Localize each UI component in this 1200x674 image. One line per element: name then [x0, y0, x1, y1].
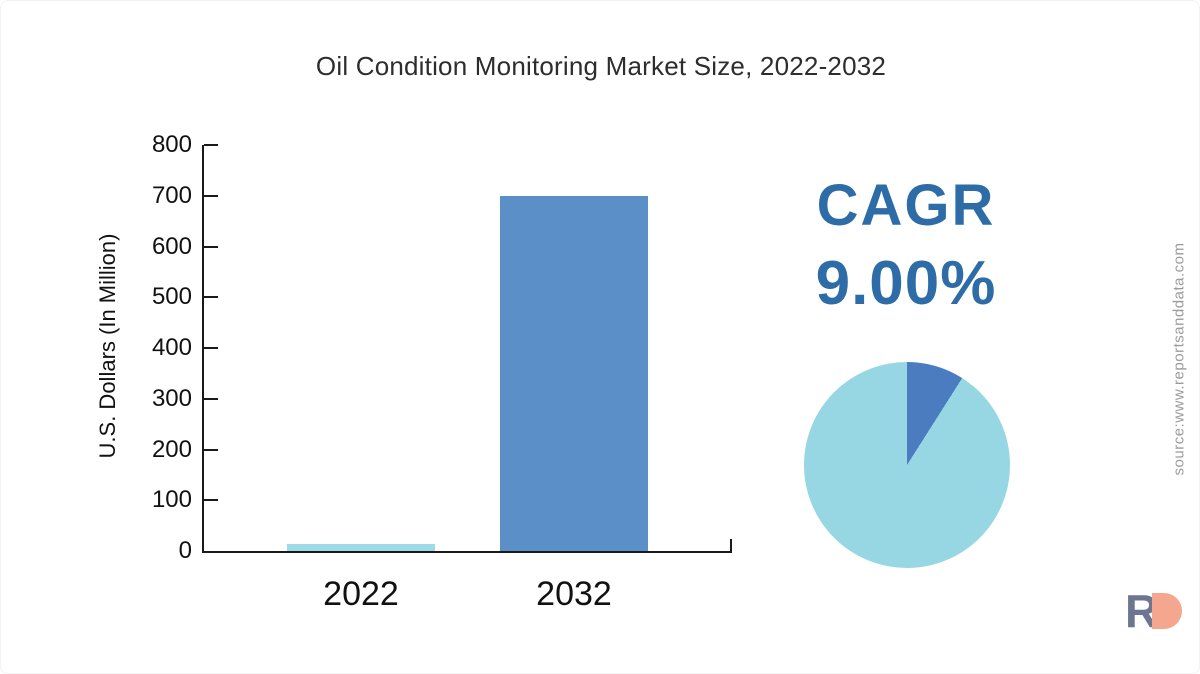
y-tick-label: 700 — [151, 181, 192, 209]
cagr-value: 9.00% — [815, 249, 997, 318]
y-tick-label: 300 — [151, 384, 192, 412]
y-axis-tick — [204, 245, 218, 248]
x-tick-label: 2022 — [323, 575, 399, 613]
y-axis-tick — [204, 397, 218, 400]
y-axis-tick — [204, 194, 218, 197]
bar-2022 — [287, 544, 435, 551]
cagr-block: CAGR 9.00% — [816, 177, 997, 315]
chart-title: Oil Condition Monitoring Market Size, 20… — [315, 51, 887, 81]
y-tick-label: 100 — [151, 486, 192, 514]
y-tick-label: 400 — [151, 334, 192, 361]
x-axis-endcap — [730, 539, 732, 551]
y-axis-tick — [204, 296, 218, 299]
y-axis-tick — [204, 347, 218, 349]
y-axis-tick — [204, 448, 218, 451]
y-axis-tick — [204, 144, 218, 146]
brand-logo: R — [1125, 588, 1183, 634]
y-axis-label: U.S. Dollars (In Million) — [95, 233, 120, 459]
y-tick-label: 600 — [151, 232, 192, 260]
x-tick-label: 2032 — [536, 575, 612, 613]
pie-chart — [804, 362, 1010, 568]
logo-d-icon — [1152, 593, 1183, 629]
cagr-label: CAGR — [816, 173, 996, 238]
y-tick-label: 0 — [178, 537, 192, 564]
source-note: source:www.reportsanddata.com — [1170, 242, 1188, 476]
y-axis-tick — [204, 499, 218, 502]
y-tick-label: 200 — [151, 435, 192, 463]
y-tick-label: 800 — [151, 131, 192, 158]
y-tick-label: 500 — [151, 283, 192, 311]
bar-2032 — [500, 196, 648, 551]
bar-chart-plot-area: 0 100 200 300 400 500 600 700 800 2022 2032 — [152, 131, 732, 613]
